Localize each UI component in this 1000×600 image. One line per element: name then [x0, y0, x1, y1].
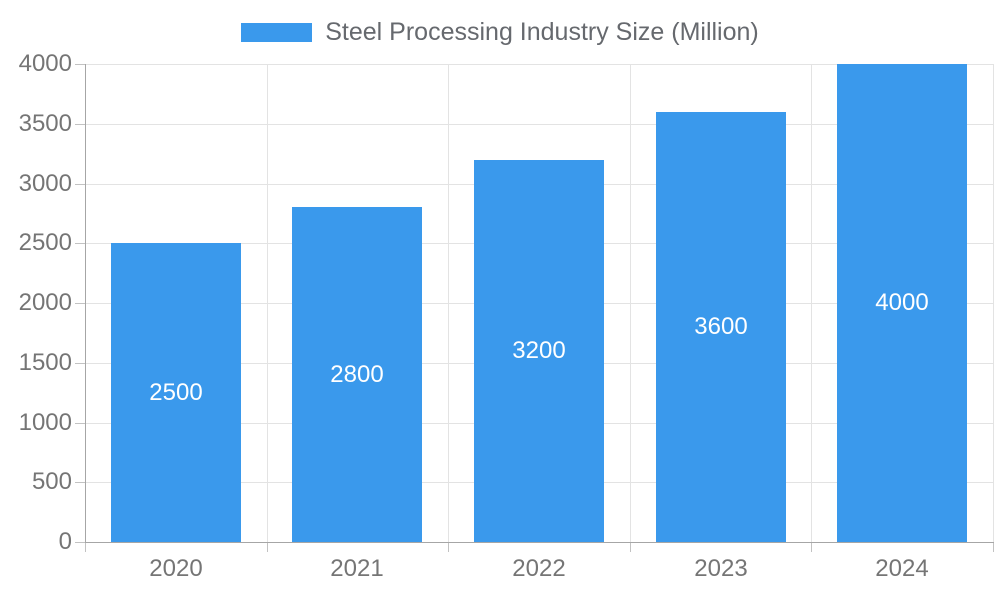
x-axis-tick	[448, 543, 449, 552]
bar-2020	[111, 243, 241, 542]
x-axis-line	[85, 542, 994, 543]
x-axis-label-2022: 2022	[512, 555, 566, 582]
y-axis-tick	[75, 482, 85, 483]
y-axis-tick	[75, 423, 85, 424]
y-axis-tick	[75, 542, 85, 543]
y-axis-label: 3500	[18, 110, 72, 137]
legend-label: Steel Processing Industry Size (Million)	[325, 18, 759, 46]
y-axis-tick	[75, 124, 85, 125]
x-axis-tick	[811, 543, 812, 552]
y-axis-label: 500	[31, 468, 72, 495]
gridline-horizontal	[86, 64, 994, 65]
bar-2024	[837, 64, 967, 542]
x-axis-tick	[630, 543, 631, 552]
gridline-vertical	[811, 64, 812, 542]
y-axis-label: 2000	[18, 289, 72, 316]
x-axis-tick	[993, 543, 994, 552]
x-axis-tick	[267, 543, 268, 552]
y-axis-tick	[75, 64, 85, 65]
y-axis-label: 1000	[18, 409, 72, 436]
y-axis-label: 4000	[18, 50, 72, 77]
gridline-vertical	[993, 64, 994, 542]
bar-value-label-2024: 4000	[875, 289, 929, 316]
y-axis-label: 1500	[18, 349, 72, 376]
x-axis-label-2024: 2024	[875, 555, 929, 582]
y-axis-line	[85, 64, 86, 542]
y-axis-tick	[75, 363, 85, 364]
bar-value-label-2020: 2500	[149, 379, 203, 406]
y-axis-tick	[75, 184, 85, 185]
x-axis-label-2023: 2023	[694, 555, 748, 582]
chart-legend[interactable]: Steel Processing Industry Size (Million)	[0, 20, 1000, 45]
bar-value-label-2021: 2800	[330, 361, 384, 388]
gridline-vertical	[630, 64, 631, 542]
legend-swatch	[241, 23, 313, 42]
gridline-horizontal	[86, 124, 994, 125]
bar-2021	[292, 207, 422, 542]
gridline-vertical	[448, 64, 449, 542]
y-axis-label: 3000	[18, 170, 72, 197]
y-axis-tick	[75, 243, 85, 244]
x-axis-tick	[85, 543, 86, 552]
y-axis-label: 0	[58, 528, 72, 555]
x-axis-label-2021: 2021	[330, 555, 384, 582]
gridline-vertical	[267, 64, 268, 542]
bar-value-label-2022: 3200	[512, 337, 566, 364]
y-axis-label: 2500	[18, 229, 72, 256]
bar-2023	[656, 112, 786, 542]
bar-value-label-2023: 3600	[694, 313, 748, 340]
bar-2022	[474, 160, 604, 542]
y-axis-tick	[75, 303, 85, 304]
x-axis-label-2020: 2020	[149, 555, 203, 582]
